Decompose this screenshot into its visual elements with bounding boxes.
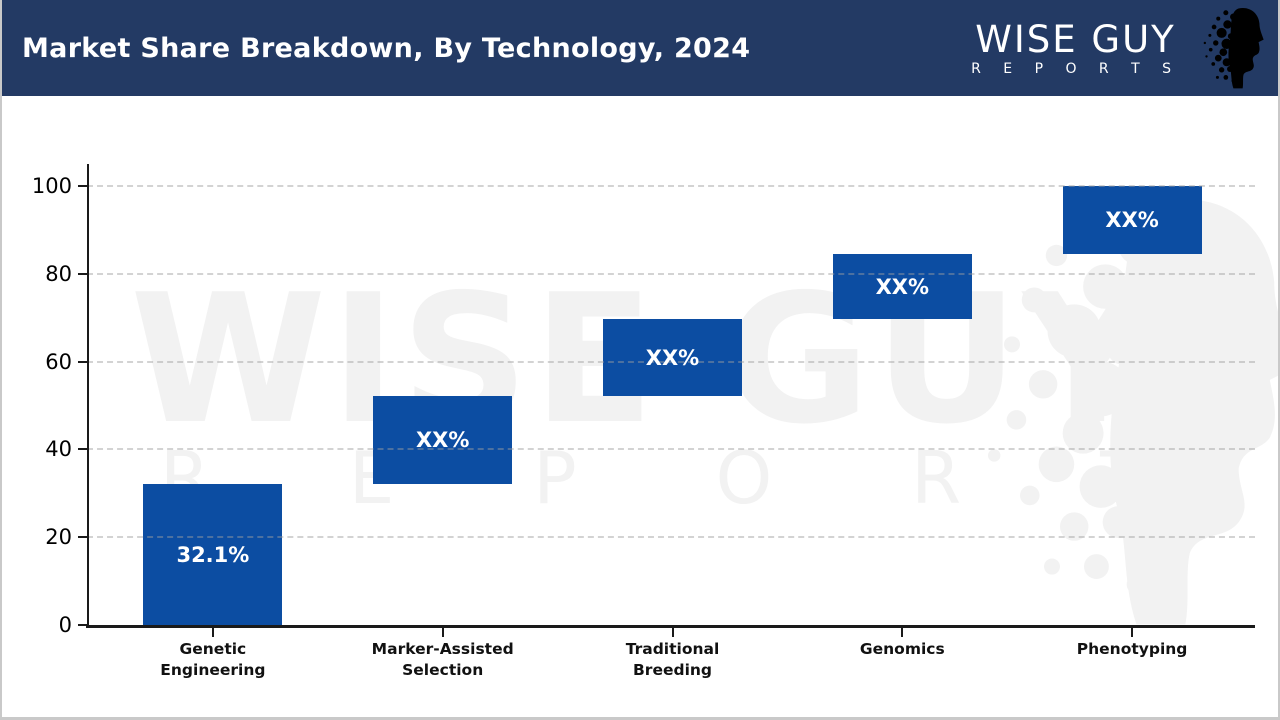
y-axis-tick-label: 80 (45, 261, 72, 286)
y-axis-tick (78, 272, 87, 275)
waterfall-bar (1062, 186, 1202, 254)
x-axis-line (86, 625, 1255, 628)
y-axis-tick-label: 60 (45, 349, 72, 374)
x-axis-tick (211, 628, 214, 637)
waterfall-bar (832, 253, 972, 320)
y-axis-tick (78, 536, 87, 539)
y-gridline (87, 448, 1255, 451)
x-axis-tick (671, 628, 674, 637)
waterfall-bar (373, 396, 513, 485)
waterfall-bar (143, 484, 283, 625)
waterfall-bar (603, 319, 742, 397)
y-axis-tick-label: 100 (31, 174, 72, 198)
x-axis-category-label: Marker-Assisted Selection (371, 640, 514, 679)
brand-logo: WISE GUY R E P O R T S (971, 6, 1266, 90)
brand-subtitle: R E P O R T S (971, 60, 1180, 77)
y-axis-line (87, 164, 89, 628)
x-axis-tick (441, 628, 444, 637)
chart-title: Market Share Breakdown, By Technology, 2… (22, 32, 751, 64)
watermark: WISE GUY R E P O R T S (2, 96, 1278, 717)
header-bar: Market Share Breakdown, By Technology, 2… (2, 0, 1278, 96)
bar-value-label: XX% (415, 428, 470, 453)
y-gridline (87, 185, 1255, 187)
y-gridline (87, 536, 1255, 539)
y-gridline (87, 360, 1255, 363)
y-axis-tick (78, 448, 87, 451)
x-axis-tick (901, 628, 904, 637)
x-axis-category-label: Phenotyping (1076, 640, 1188, 658)
y-axis-tick (78, 624, 87, 626)
x-axis-category-label: Genomics (859, 640, 945, 658)
x-axis-tick (1131, 628, 1134, 637)
brand-head-logo-icon (1203, 8, 1264, 89)
brand-logo-text: WISE GUY R E P O R T S (971, 17, 1180, 77)
bar-value-label: XX% (875, 274, 930, 299)
x-axis-category-label: Genetic Engineering (160, 640, 266, 679)
bar-value-label: XX% (645, 345, 700, 370)
y-axis-tick-label: 40 (45, 437, 72, 462)
y-axis-tick-label: 0 (58, 613, 72, 637)
y-gridline (87, 272, 1255, 275)
y-axis-tick (78, 360, 87, 363)
y-axis-tick (78, 185, 87, 187)
y-axis-tick-label: 20 (45, 525, 72, 550)
x-axis-category-label: Traditional Breeding (625, 640, 720, 679)
bar-value-label: XX% (1105, 207, 1159, 232)
brand-name: WISE GUY (975, 17, 1176, 61)
bar-value-label: 32.1% (176, 542, 250, 567)
